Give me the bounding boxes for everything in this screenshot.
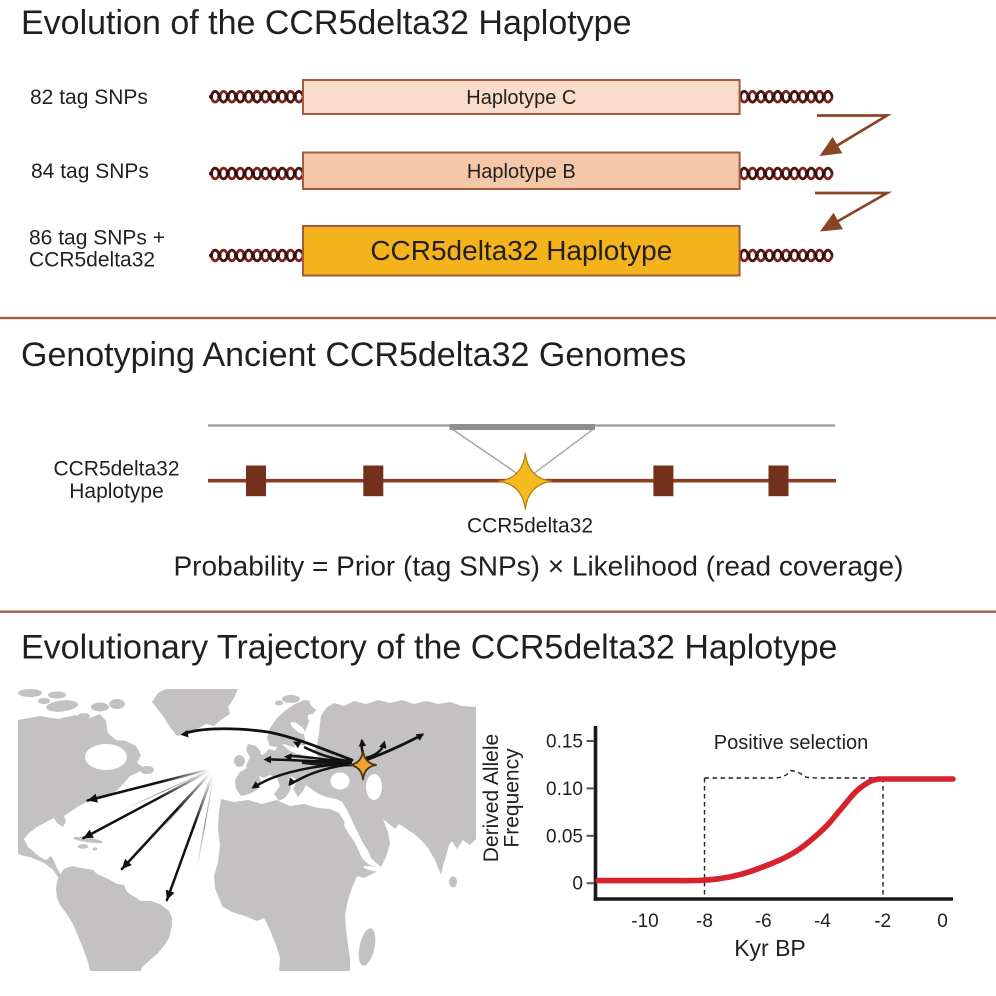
svg-text:CCR5delta32: CCR5delta32 — [29, 249, 155, 272]
svg-text:-6: -6 — [755, 911, 772, 932]
svg-text:CCR5delta32 Haplotype: CCR5delta32 Haplotype — [370, 235, 672, 266]
svg-text:Genotyping Ancient CCR5delta32: Genotyping Ancient CCR5delta32 Genomes — [21, 336, 686, 374]
svg-text:0.05: 0.05 — [546, 826, 583, 847]
svg-text:Derived Allele: Derived Allele — [480, 734, 503, 862]
svg-text:-4: -4 — [814, 911, 831, 932]
svg-text:-2: -2 — [874, 911, 891, 932]
svg-text:Kyr BP: Kyr BP — [734, 935, 806, 961]
svg-text:Frequency: Frequency — [501, 748, 524, 848]
svg-text:Haplotype C: Haplotype C — [466, 87, 576, 109]
svg-text:Positive selection: Positive selection — [714, 732, 869, 754]
svg-text:0.10: 0.10 — [546, 779, 583, 800]
svg-text:-8: -8 — [696, 911, 713, 932]
svg-text:84 tag SNPs: 84 tag SNPs — [31, 160, 149, 183]
svg-text:CCR5delta32: CCR5delta32 — [53, 458, 179, 481]
svg-text:0: 0 — [572, 874, 583, 895]
svg-text:Haplotype: Haplotype — [69, 480, 164, 503]
svg-text:0.15: 0.15 — [546, 732, 583, 753]
svg-text:Evolution of the CCR5delta32 H: Evolution of the CCR5delta32 Haplotype — [21, 4, 632, 42]
svg-text:Evolutionary Trajectory of the: Evolutionary Trajectory of the CCR5delta… — [21, 629, 837, 667]
svg-text:82 tag SNPs: 82 tag SNPs — [30, 86, 148, 109]
svg-text:0: 0 — [937, 911, 948, 932]
svg-text:Haplotype B: Haplotype B — [467, 161, 576, 183]
svg-text:-10: -10 — [631, 911, 658, 932]
svg-text:86 tag SNPs +: 86 tag SNPs + — [29, 227, 165, 250]
svg-text:CCR5delta32: CCR5delta32 — [467, 515, 593, 538]
svg-text:Probability = Prior (tag SNPs): Probability = Prior (tag SNPs) × Likelih… — [174, 551, 904, 582]
